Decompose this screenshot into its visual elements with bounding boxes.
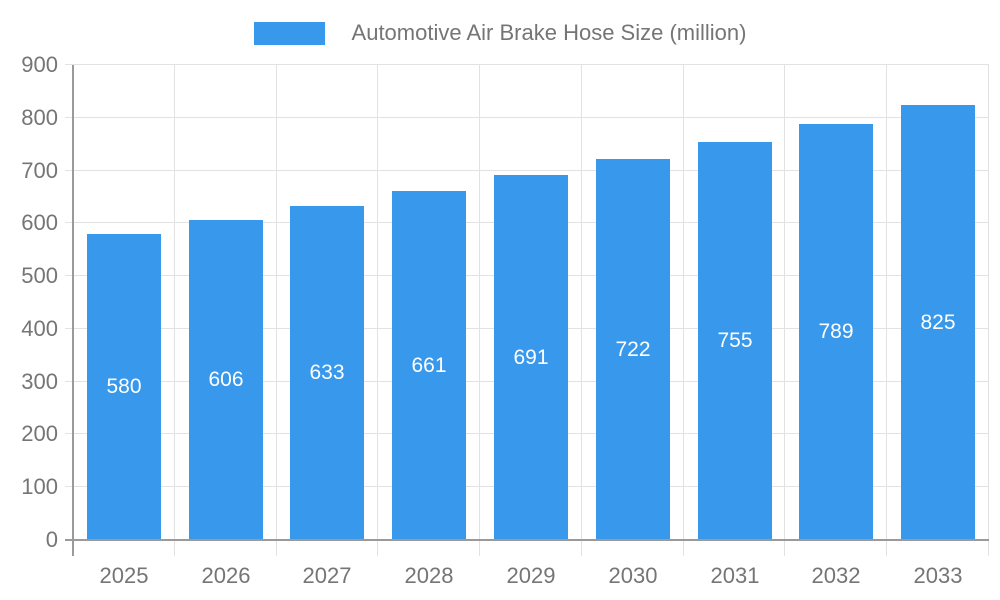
y-axis-tick-label: 900: [21, 52, 58, 77]
bar: [698, 142, 772, 540]
bar-value-label: 789: [818, 320, 854, 343]
x-axis-tick-label: 2029: [506, 563, 556, 588]
y-gridline: [65, 170, 989, 171]
bar-value-label: 580: [106, 375, 142, 398]
bar-value-label: 691: [513, 345, 549, 369]
y-axis-tick-label: 600: [21, 210, 58, 235]
bar: [799, 124, 873, 540]
legend[interactable]: Automotive Air Brake Hose Size (million): [0, 14, 1000, 52]
y-axis-tick-label: 100: [21, 474, 58, 499]
x-axis-tick-label: 2033: [913, 563, 963, 588]
y-axis-tick-label: 400: [21, 316, 58, 341]
bar-value-label: 633: [309, 361, 345, 384]
x-gridline: [377, 65, 378, 556]
y-gridline: [65, 117, 989, 118]
x-axis-line: [65, 539, 989, 541]
bar-value-label: 722: [615, 337, 651, 361]
x-gridline: [886, 65, 887, 556]
x-gridline: [988, 65, 989, 556]
bar: [392, 191, 466, 540]
y-axis-tick-label: 800: [21, 105, 58, 130]
y-axis-tick-label: 500: [21, 263, 58, 288]
x-gridline: [479, 65, 480, 556]
bar: [290, 206, 364, 540]
y-axis-line: [72, 65, 74, 556]
y-axis-tick-label: 0: [45, 527, 58, 552]
bar: [901, 105, 975, 540]
bar-value-label: 606: [208, 368, 244, 391]
y-gridline: [65, 64, 989, 65]
bar-value-label: 755: [717, 329, 753, 352]
y-axis-tick-label: 200: [21, 421, 58, 446]
bar-value-label: 661: [411, 353, 447, 377]
x-gridline: [784, 65, 785, 556]
x-axis-tick-label: 2025: [99, 563, 149, 588]
x-axis-tick-label: 2030: [608, 563, 658, 588]
x-gridline: [174, 65, 175, 556]
x-axis-tick-label: 2027: [302, 563, 352, 588]
x-axis-tick-label: 2026: [201, 563, 251, 588]
legend-swatch-icon: [253, 21, 325, 45]
x-axis-tick-label: 2028: [404, 563, 454, 588]
bar-value-label: 825: [920, 310, 956, 334]
x-axis-tick-label: 2032: [811, 563, 861, 588]
legend-label: Automotive Air Brake Hose Size (million): [351, 20, 747, 45]
x-gridline: [581, 65, 582, 556]
bar: [87, 234, 161, 540]
x-gridline: [683, 65, 684, 556]
x-axis-tick-label: 2031: [710, 563, 760, 588]
bar: [189, 220, 263, 540]
bar: [596, 159, 670, 540]
y-axis-tick-label: 700: [21, 158, 58, 183]
y-axis-tick-label: 300: [21, 369, 58, 394]
bar: [494, 175, 568, 540]
x-gridline: [276, 65, 277, 556]
